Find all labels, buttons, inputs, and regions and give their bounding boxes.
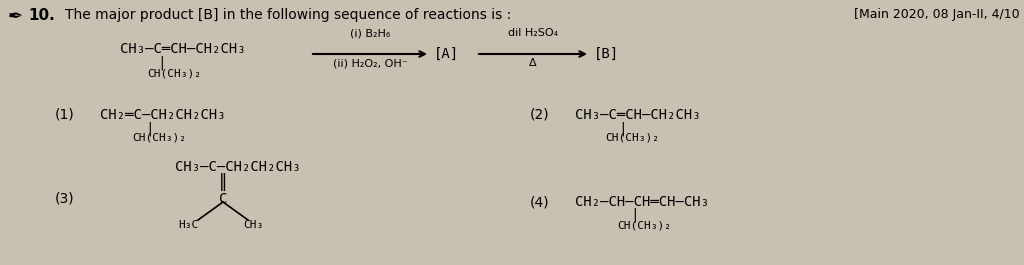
Text: CH₃–C═CH–CH₂CH₃: CH₃–C═CH–CH₂CH₃ <box>120 42 246 56</box>
Text: |: | <box>160 56 164 70</box>
Text: [A]: [A] <box>434 47 459 61</box>
Text: ‖: ‖ <box>219 173 227 191</box>
Text: [Main 2020, 08 Jan-II, 4/10: [Main 2020, 08 Jan-II, 4/10 <box>854 8 1020 21</box>
Text: (2): (2) <box>530 108 550 122</box>
Text: CH(CH₃)₂: CH(CH₃)₂ <box>132 133 186 143</box>
Text: CH₃–C–CH₂CH₂CH₃: CH₃–C–CH₂CH₂CH₃ <box>175 160 301 174</box>
Text: |: | <box>621 121 626 135</box>
Text: C: C <box>219 192 227 206</box>
Text: (1): (1) <box>55 108 75 122</box>
Text: H₃C: H₃C <box>178 220 199 230</box>
Text: CH₃–C═CH–CH₂CH₃: CH₃–C═CH–CH₂CH₃ <box>575 108 700 122</box>
Text: Δ: Δ <box>529 58 537 68</box>
Text: CH₃: CH₃ <box>243 220 263 230</box>
Text: CH₂═C–CH₂CH₂CH₃: CH₂═C–CH₂CH₂CH₃ <box>100 108 225 122</box>
Text: ✒: ✒ <box>8 8 24 26</box>
Text: (3): (3) <box>55 192 75 206</box>
Text: CH(CH₃)₂: CH(CH₃)₂ <box>617 220 671 230</box>
Text: |: | <box>633 208 637 223</box>
Text: [B]: [B] <box>594 47 620 61</box>
Text: |: | <box>147 121 153 135</box>
Text: (4): (4) <box>530 195 550 209</box>
Text: The major product [B] in the following sequence of reactions is :: The major product [B] in the following s… <box>65 8 511 22</box>
Text: (i) B₂H₆: (i) B₂H₆ <box>350 28 390 38</box>
Text: CH₂–CH–CH═CH–CH₃: CH₂–CH–CH═CH–CH₃ <box>575 195 709 209</box>
Text: 10.: 10. <box>28 8 54 23</box>
Text: dil H₂SO₄: dil H₂SO₄ <box>508 28 558 38</box>
Text: CH(CH₃)₂: CH(CH₃)₂ <box>147 68 201 78</box>
Text: (ii) H₂O₂, OH⁻: (ii) H₂O₂, OH⁻ <box>333 58 408 68</box>
Text: CH(CH₃)₂: CH(CH₃)₂ <box>605 133 659 143</box>
